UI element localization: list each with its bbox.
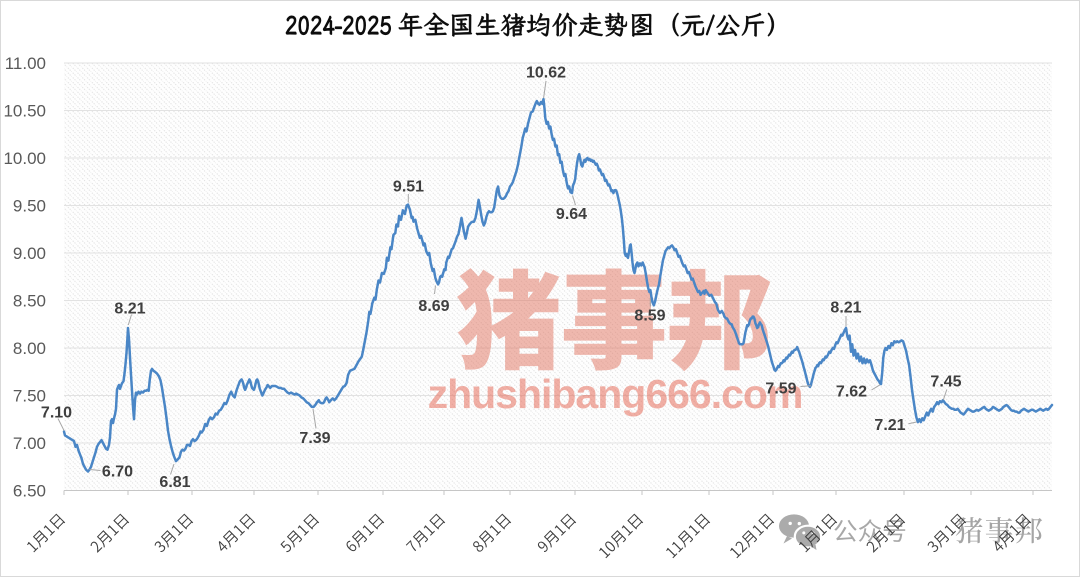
svg-text:10.00: 10.00 xyxy=(3,149,46,168)
svg-text:7.45: 7.45 xyxy=(930,373,961,390)
svg-text:9.51: 9.51 xyxy=(393,178,424,195)
svg-text:8.50: 8.50 xyxy=(13,292,46,311)
svg-text:8.69: 8.69 xyxy=(418,298,449,315)
svg-text:11.00: 11.00 xyxy=(5,54,46,73)
svg-text:7.50: 7.50 xyxy=(13,387,46,406)
svg-text:zhushibang666.com: zhushibang666.com xyxy=(428,371,803,417)
svg-text:8.00: 8.00 xyxy=(13,339,46,358)
svg-text:9.50: 9.50 xyxy=(13,197,46,216)
svg-text:9.00: 9.00 xyxy=(13,244,46,263)
svg-text:7.59: 7.59 xyxy=(765,380,796,397)
svg-text:10.50: 10.50 xyxy=(3,102,46,121)
svg-text:8.21: 8.21 xyxy=(114,300,145,317)
svg-text:8.21: 8.21 xyxy=(830,299,861,316)
svg-text:6.50: 6.50 xyxy=(13,482,46,501)
svg-text:7.10: 7.10 xyxy=(41,404,72,421)
svg-text:7.39: 7.39 xyxy=(299,430,330,447)
svg-text:10.62: 10.62 xyxy=(526,64,566,81)
svg-text:6.81: 6.81 xyxy=(159,474,190,491)
svg-text:7.00: 7.00 xyxy=(13,434,46,453)
svg-text:9.64: 9.64 xyxy=(556,206,587,223)
svg-text:7.62: 7.62 xyxy=(836,383,867,400)
svg-text:8.59: 8.59 xyxy=(634,307,665,324)
svg-text:7.21: 7.21 xyxy=(874,417,905,434)
svg-text:6.70: 6.70 xyxy=(102,463,133,480)
